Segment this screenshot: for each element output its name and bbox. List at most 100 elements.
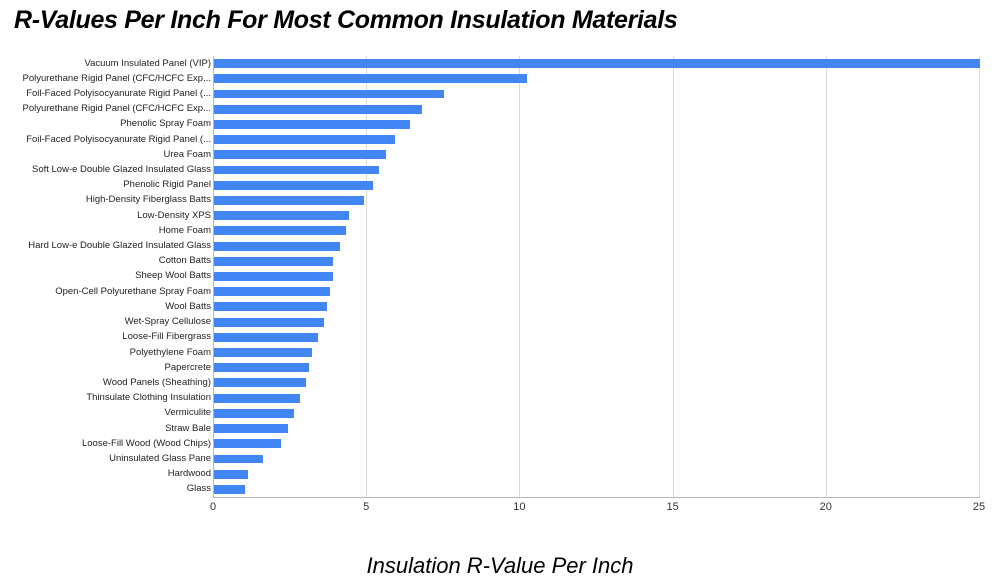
bar-row: Vacuum Insulated Panel (VIP) [0, 56, 1000, 71]
category-label: Wet-Spray Cellulose [124, 316, 211, 328]
bar[interactable] [214, 408, 294, 418]
chart-title: R-Values Per Inch For Most Common Insula… [14, 6, 678, 34]
bar[interactable] [214, 363, 309, 373]
category-label: Loose-Fill Fibergrass [122, 331, 211, 343]
bar[interactable] [214, 211, 349, 221]
bar-row: Hardwood [0, 467, 1000, 482]
y-axis-line [213, 56, 214, 497]
bar-row: Loose-Fill Wood (Wood Chips) [0, 436, 1000, 451]
bar[interactable] [214, 196, 365, 205]
bar-row: Hard Low-e Double Glazed Insulated Glass [0, 238, 1000, 253]
bar-rows: Vacuum Insulated Panel (VIP) Polyurethane… [0, 56, 1000, 497]
bar-row: Straw Bale [0, 421, 1000, 436]
category-label: Loose-Fill Wood (Wood Chips) [81, 437, 211, 449]
category-label: Polyurethane Rigid Panel (CFC/HCFC Exp..… [22, 103, 212, 115]
category-label: Uninsulated Glass Pane [109, 452, 211, 464]
category-label: Urea Foam [163, 148, 211, 160]
plot-area: Vacuum Insulated Panel (VIP) Polyurethane… [0, 56, 1000, 501]
category-label: Thinsulate Clothing Insulation [86, 392, 211, 404]
category-label: Soft Low-e Double Glazed Insulated Glass [31, 164, 211, 176]
bar[interactable] [214, 348, 313, 357]
bar-row: Polyurethane Rigid Panel (CFC/HCFC Exp..… [0, 102, 1000, 117]
bar-row: Home Foam [0, 223, 1000, 238]
gridline [979, 56, 980, 497]
bar[interactable] [214, 135, 395, 145]
category-label: Papercrete [164, 361, 211, 373]
bar-row: Cotton Batts [0, 254, 1000, 269]
bar[interactable] [214, 393, 300, 403]
bar[interactable] [214, 104, 423, 114]
bar[interactable] [214, 241, 340, 251]
category-label: Low-Density XPS [137, 209, 211, 221]
bar-row: Glass [0, 482, 1000, 497]
gridline [519, 56, 521, 497]
bar-row: Wood Panels (Sheathing) [0, 375, 1000, 390]
bar-row: Open-Cell Polyurethane Spray Foam [0, 284, 1000, 299]
category-label: Vermiculite [164, 407, 211, 419]
bar-row: Thinsulate Clothing Insulation [0, 391, 1000, 406]
x-tick-label: 20 [819, 501, 832, 513]
bar-row: Foil-Faced Polyisocyanurate Rigid Panel … [0, 86, 1000, 101]
x-axis-ticks: 0 5 10 15 20 25 [0, 501, 1000, 521]
bar[interactable] [214, 287, 331, 297]
category-label: Home Foam [158, 224, 211, 236]
bar[interactable] [214, 332, 319, 342]
bar[interactable] [214, 439, 282, 449]
category-label: Open-Cell Polyurethane Spray Foam [55, 285, 211, 297]
category-label: Polyethylene Foam [129, 346, 211, 358]
category-label: Phenolic Rigid Panel [123, 179, 211, 191]
bar-row: Polyethylene Foam [0, 345, 1000, 360]
x-tick-label: 15 [666, 501, 679, 513]
category-label: Cotton Batts [158, 255, 211, 267]
x-tick-label: 5 [363, 501, 370, 513]
bar[interactable] [214, 180, 374, 190]
category-label: Wool Batts [165, 300, 211, 312]
x-tick-label: 0 [209, 501, 217, 513]
bar[interactable] [214, 378, 306, 388]
bar[interactable] [214, 484, 245, 494]
x-axis-line [213, 497, 980, 498]
bar[interactable] [214, 454, 264, 464]
category-label: Vacuum Insulated Panel (VIP) [84, 57, 211, 69]
category-label: Foil-Faced Polyisocyanurate Rigid Panel … [26, 88, 211, 99]
bar[interactable] [214, 165, 380, 175]
bar-row: Papercrete [0, 360, 1000, 375]
bar-row: Urea Foam [0, 147, 1000, 162]
bar[interactable] [214, 150, 386, 160]
bar-row: Soft Low-e Double Glazed Insulated Glass [0, 162, 1000, 177]
bar[interactable] [214, 89, 444, 99]
category-label: Foil-Faced Polyisocyanurate Rigid Panel … [26, 133, 211, 145]
gridline [672, 56, 674, 497]
bar[interactable] [214, 272, 334, 281]
bar-row: Wet-Spray Cellulose [0, 315, 1000, 330]
bar[interactable] [214, 74, 527, 84]
category-label: Glass [186, 483, 211, 495]
bar-row: Phenolic Rigid Panel [0, 178, 1000, 193]
bar[interactable] [214, 302, 328, 312]
bar[interactable] [214, 226, 346, 236]
bar-row: Phenolic Spray Foam [0, 117, 1000, 132]
category-label: Hardwood [167, 468, 211, 480]
category-label: Straw Bale [165, 422, 211, 434]
bar-row: Low-Density XPS [0, 208, 1000, 223]
bar[interactable] [214, 256, 334, 266]
bar[interactable] [214, 424, 288, 433]
x-tick-label: 10 [513, 501, 526, 513]
bar[interactable] [214, 119, 411, 129]
bar[interactable] [214, 59, 980, 69]
category-label: Wood Panels (Sheathing) [102, 376, 211, 388]
bar-row: Loose-Fill Fibergrass [0, 330, 1000, 345]
x-tick-label: 25 [972, 501, 986, 513]
category-label: Sheep Wool Batts [135, 270, 211, 282]
bar-row: High-Density Fiberglass Batts [0, 193, 1000, 208]
bar[interactable] [214, 317, 325, 327]
category-label: Phenolic Spray Foam [120, 118, 211, 130]
bar-row: Vermiculite [0, 406, 1000, 421]
gridline [825, 56, 827, 497]
bar[interactable] [214, 469, 248, 479]
bar-row: Sheep Wool Batts [0, 269, 1000, 284]
bar-row: Uninsulated Glass Pane [0, 451, 1000, 466]
category-label: High-Density Fiberglass Batts [85, 194, 211, 206]
x-axis-title: Insulation R-Value Per Inch [366, 553, 634, 578]
